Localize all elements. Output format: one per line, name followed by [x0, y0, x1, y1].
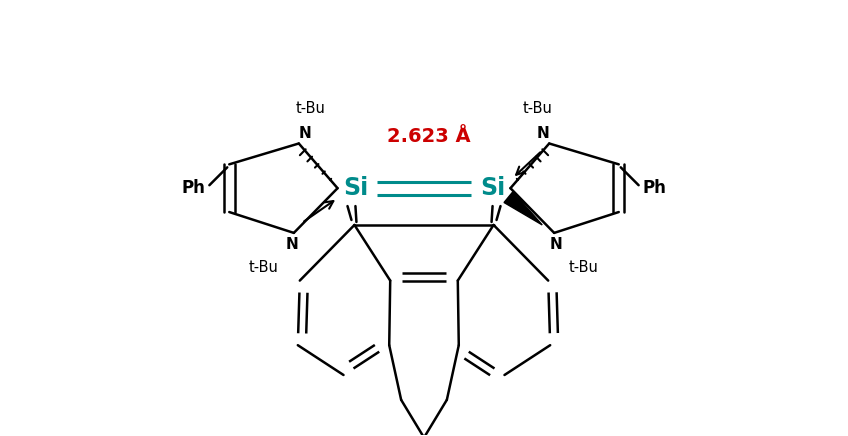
Text: Si: Si: [343, 176, 368, 200]
Text: Si: Si: [480, 176, 505, 200]
Text: t-Bu: t-Bu: [522, 101, 552, 116]
Text: N: N: [550, 237, 562, 252]
Text: N: N: [298, 126, 311, 141]
Text: t-Bu: t-Bu: [569, 260, 599, 275]
Polygon shape: [504, 192, 542, 225]
Text: N: N: [286, 237, 298, 252]
Text: 2.623 Å: 2.623 Å: [388, 127, 471, 146]
Text: N: N: [537, 126, 550, 141]
Text: Ph: Ph: [181, 179, 205, 197]
Text: Ph: Ph: [643, 179, 667, 197]
Text: t-Bu: t-Bu: [296, 101, 326, 116]
Text: t-Bu: t-Bu: [249, 260, 279, 275]
